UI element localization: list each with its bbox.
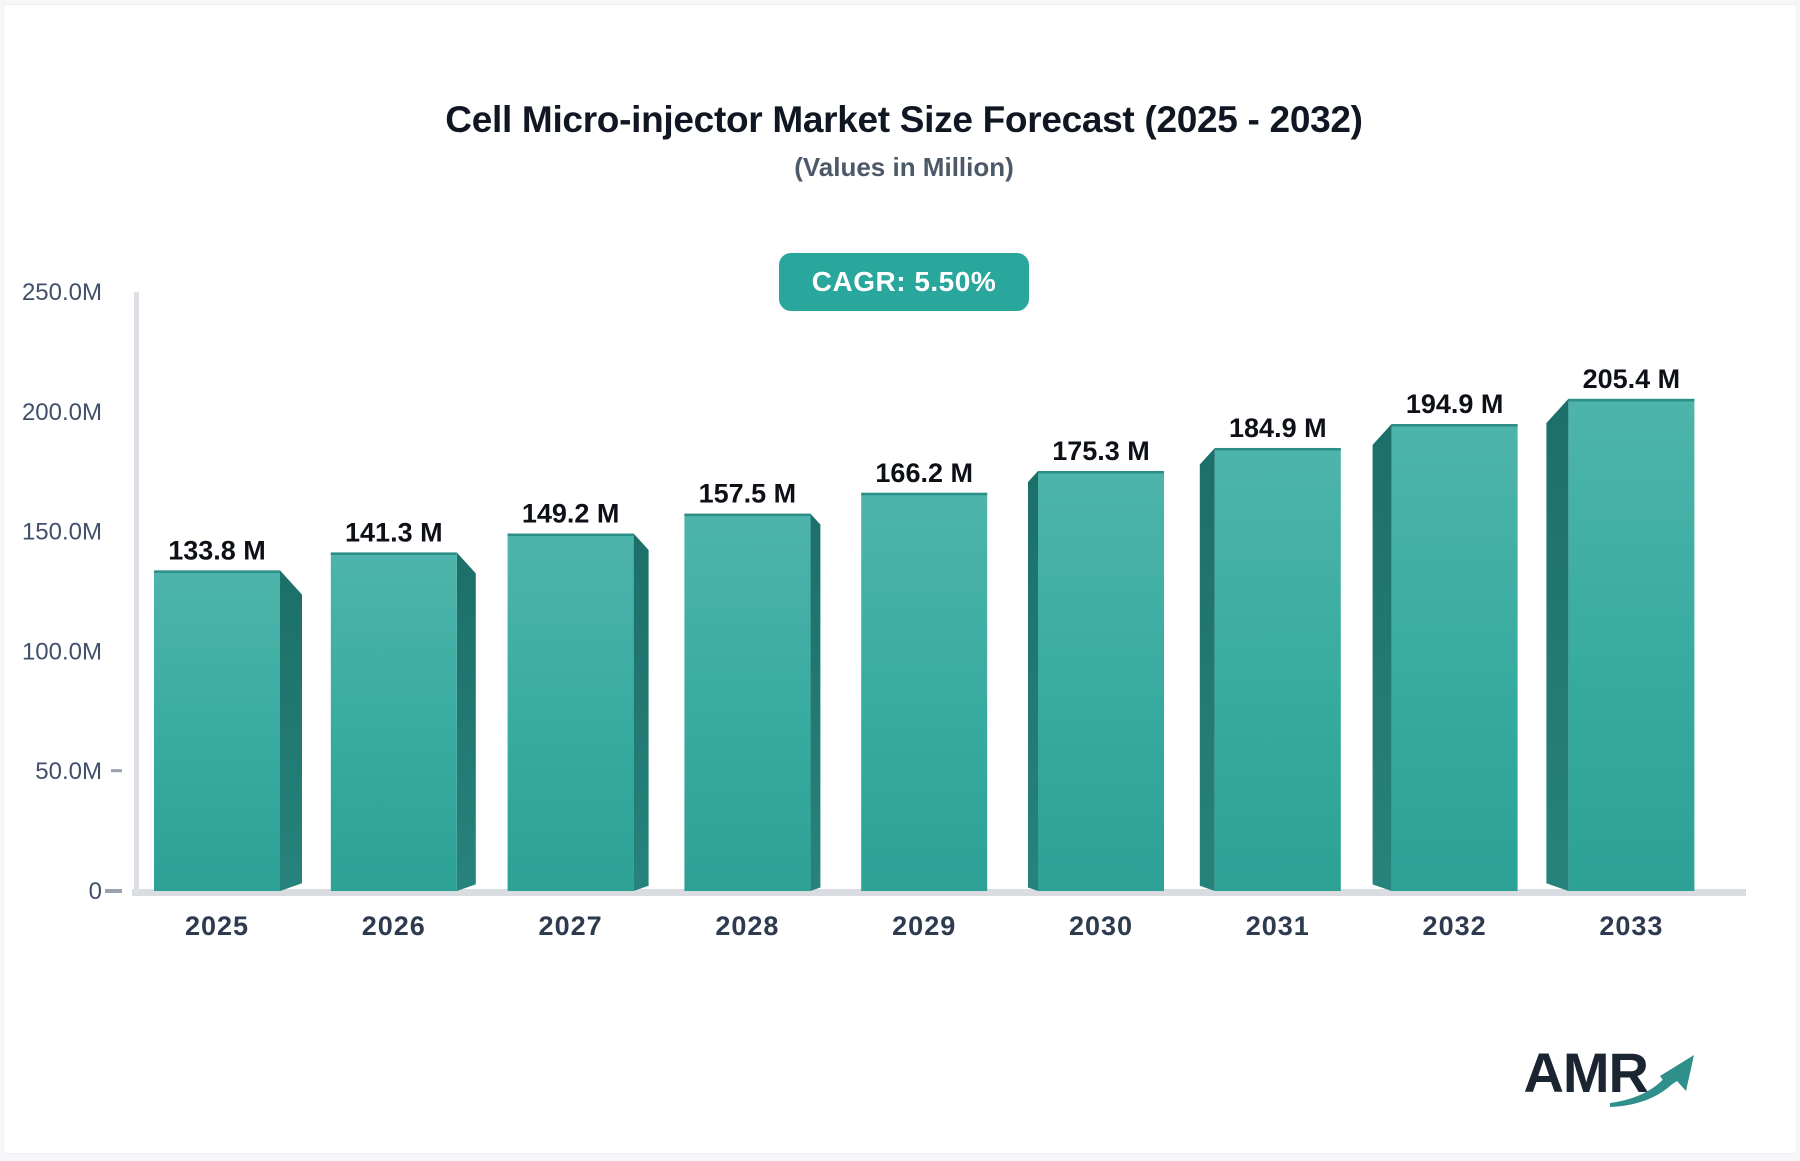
growth-arrow-icon	[1610, 1055, 1694, 1107]
y-axis-tick	[111, 769, 122, 773]
bar-face	[684, 513, 811, 891]
cagr-badge: CAGR: 5.50%	[778, 253, 1030, 311]
chart-card: 250.0M 200.0M 150.0M 100.0M 50.0M 0 133.8 M 202…	[3, 4, 1797, 1154]
bar-side-face	[280, 570, 302, 891]
bar-top-edge	[154, 570, 280, 573]
chart-title: Cell Micro-injector Market Size Forecast…	[445, 99, 1363, 140]
x-axis-label-2028: 2028	[715, 911, 779, 941]
amr-logo: AMR	[1523, 1041, 1696, 1107]
bar-top-edge	[684, 513, 811, 517]
x-axis-label-2030: 2030	[1069, 911, 1133, 941]
bar-side-face	[1199, 447, 1215, 891]
x-axis-label-2025: 2025	[185, 911, 249, 941]
bar-value-label-2028: 157.5 M	[699, 479, 797, 509]
bar-face	[861, 492, 988, 891]
bar-2025: 133.8 M	[154, 535, 302, 891]
amr-logo-text: AMR	[1523, 1041, 1649, 1104]
bar-side-face	[810, 513, 821, 891]
y-axis-label-50.0M: 50.0M	[35, 758, 102, 785]
bar-face	[1391, 424, 1518, 891]
bar-value-label-2030: 175.3 M	[1052, 436, 1150, 466]
bar-2031: 184.9 M	[1199, 413, 1341, 891]
bar-2030: 175.3 M	[1028, 436, 1164, 891]
bar-face	[1038, 470, 1164, 891]
x-axis-label-2032: 2032	[1423, 911, 1487, 941]
bar-2032: 194.9 M	[1372, 389, 1518, 891]
bar-2029: 166.2 M	[861, 458, 988, 891]
bar-top-edge	[330, 552, 457, 555]
bar-2027: 149.2 M	[507, 499, 649, 891]
bar-side-face	[633, 533, 649, 891]
y-axis-line	[134, 292, 139, 893]
y-axis-label-200.0M: 200.0M	[22, 399, 102, 426]
bar-top-edge	[507, 533, 634, 537]
x-axis-baseline	[132, 889, 1746, 896]
bar-value-label-2029: 166.2 M	[875, 458, 973, 488]
bar-side-face	[1372, 424, 1392, 891]
bar-face	[507, 533, 634, 891]
bar-top-edge	[1568, 398, 1695, 402]
chart-subtitle: (Values in Million)	[794, 152, 1014, 182]
bar-top-edge	[1391, 424, 1518, 427]
y-axis-label-100.0M: 100.0M	[22, 638, 102, 665]
x-axis-label-2031: 2031	[1246, 911, 1310, 941]
y-axis-label-250.0M: 250.0M	[22, 279, 102, 306]
y-axis-label-150.0M: 150.0M	[22, 519, 102, 546]
bar-value-label-2031: 184.9 M	[1229, 413, 1327, 443]
bar-top-edge	[861, 492, 988, 496]
bar-chart-canvas: 250.0M 200.0M 150.0M 100.0M 50.0M 0 133.8 M 202…	[22, 279, 1746, 941]
bar-face	[330, 552, 457, 891]
y-axis-label-0: 0	[89, 878, 102, 905]
bar-side-face	[1546, 398, 1569, 891]
bar-face	[1568, 398, 1695, 891]
bar-value-label-2033: 205.4 M	[1583, 364, 1681, 394]
bar-face	[1214, 447, 1341, 891]
cagr-badge-wrap: CAGR: 5.50%	[54, 253, 1754, 311]
bar-top-edge	[1214, 447, 1341, 451]
bar-top-edge	[1038, 470, 1164, 474]
bar-value-label-2026: 141.3 M	[345, 517, 443, 547]
bar-side-face	[456, 552, 476, 891]
bar-value-label-2027: 149.2 M	[522, 499, 620, 529]
bar-2033: 205.4 M	[1546, 364, 1695, 891]
y-axis-tick	[105, 889, 122, 893]
bar-2026: 141.3 M	[330, 517, 476, 891]
bar-side-face	[1028, 470, 1038, 891]
bar-face	[154, 570, 280, 891]
x-axis-label-2029: 2029	[892, 911, 956, 941]
bar-value-label-2025: 133.8 M	[168, 535, 266, 565]
bar-value-label-2032: 194.9 M	[1406, 389, 1504, 419]
x-axis-label-2033: 2033	[1599, 911, 1663, 941]
x-axis-label-2027: 2027	[539, 911, 603, 941]
x-axis-label-2026: 2026	[362, 911, 426, 941]
bar-2028: 157.5 M	[684, 479, 821, 891]
